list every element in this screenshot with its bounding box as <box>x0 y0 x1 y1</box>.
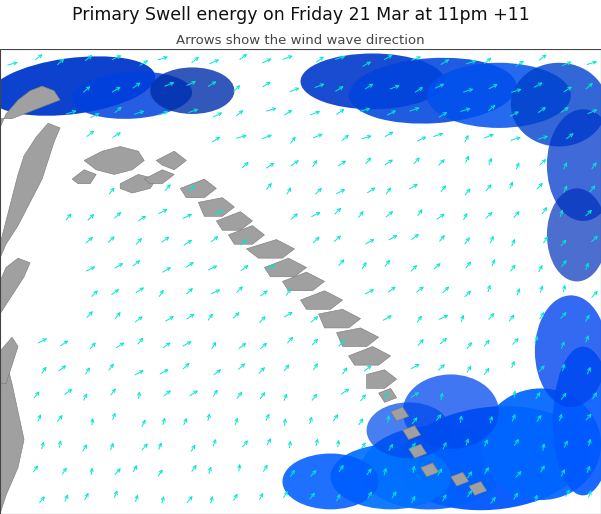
Polygon shape <box>246 240 294 258</box>
Polygon shape <box>0 351 24 514</box>
Polygon shape <box>349 346 391 365</box>
Polygon shape <box>0 123 60 258</box>
Polygon shape <box>367 370 397 389</box>
Ellipse shape <box>300 53 445 109</box>
Polygon shape <box>451 472 469 486</box>
Ellipse shape <box>331 444 451 509</box>
Ellipse shape <box>547 109 601 221</box>
Polygon shape <box>156 151 186 170</box>
Polygon shape <box>180 179 216 198</box>
Polygon shape <box>0 337 18 384</box>
Ellipse shape <box>72 72 192 119</box>
Ellipse shape <box>150 67 234 114</box>
Polygon shape <box>120 174 156 193</box>
Ellipse shape <box>349 58 517 124</box>
Polygon shape <box>379 389 397 402</box>
Polygon shape <box>228 226 264 244</box>
Polygon shape <box>391 407 409 421</box>
Polygon shape <box>469 482 487 495</box>
Polygon shape <box>84 146 144 174</box>
Polygon shape <box>216 212 252 230</box>
Text: Arrows show the wind wave direction: Arrows show the wind wave direction <box>176 33 425 47</box>
Ellipse shape <box>427 63 571 128</box>
Polygon shape <box>337 328 379 346</box>
Ellipse shape <box>397 406 588 510</box>
Ellipse shape <box>403 374 499 449</box>
Polygon shape <box>282 272 325 291</box>
Ellipse shape <box>553 346 601 495</box>
Polygon shape <box>300 291 343 309</box>
Polygon shape <box>421 463 439 477</box>
Ellipse shape <box>367 402 451 458</box>
Ellipse shape <box>282 453 379 509</box>
Polygon shape <box>0 258 30 314</box>
Polygon shape <box>144 170 174 183</box>
Polygon shape <box>72 170 96 183</box>
Ellipse shape <box>535 296 601 407</box>
Text: Primary Swell energy on Friday 21 Mar at 11pm +11: Primary Swell energy on Friday 21 Mar at… <box>72 6 529 24</box>
Ellipse shape <box>481 389 601 500</box>
Polygon shape <box>264 258 307 277</box>
Polygon shape <box>0 86 60 128</box>
Ellipse shape <box>547 189 601 282</box>
Ellipse shape <box>511 63 601 146</box>
Polygon shape <box>409 444 427 458</box>
Polygon shape <box>198 198 234 216</box>
Ellipse shape <box>361 426 505 509</box>
Ellipse shape <box>0 57 155 116</box>
Polygon shape <box>319 309 361 328</box>
Polygon shape <box>403 426 421 439</box>
